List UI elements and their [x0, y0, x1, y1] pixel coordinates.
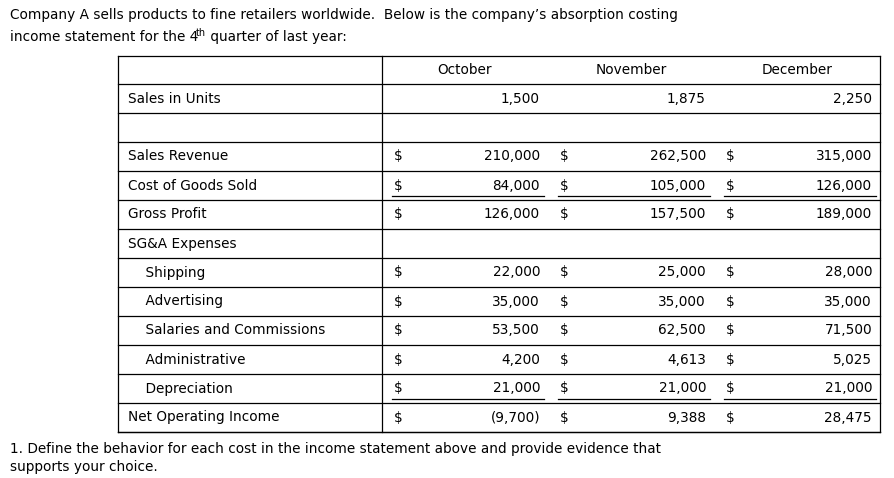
Text: $: $: [394, 411, 402, 424]
Text: 126,000: 126,000: [816, 178, 872, 193]
Text: $: $: [394, 324, 402, 337]
Text: $: $: [394, 178, 402, 193]
Text: $: $: [394, 381, 402, 395]
Text: 21,000: 21,000: [659, 381, 706, 395]
Text: 189,000: 189,000: [815, 207, 872, 221]
Text: 53,500: 53,500: [493, 324, 540, 337]
Text: Cost of Goods Sold: Cost of Goods Sold: [128, 178, 257, 193]
Text: 84,000: 84,000: [493, 178, 540, 193]
Text: income statement for the 4: income statement for the 4: [10, 30, 198, 44]
Text: $: $: [726, 178, 735, 193]
Text: October: October: [438, 63, 493, 77]
Text: 35,000: 35,000: [658, 294, 706, 308]
Text: $: $: [560, 411, 569, 424]
Text: $: $: [560, 294, 569, 308]
Text: $: $: [726, 265, 735, 280]
Text: $: $: [560, 381, 569, 395]
Text: $: $: [394, 150, 402, 163]
Text: $: $: [560, 207, 569, 221]
Text: 157,500: 157,500: [650, 207, 706, 221]
Text: 28,475: 28,475: [824, 411, 872, 424]
Text: $: $: [726, 381, 735, 395]
Text: 210,000: 210,000: [484, 150, 540, 163]
Text: 1. Define the behavior for each cost in the income statement above and provide e: 1. Define the behavior for each cost in …: [10, 442, 661, 456]
Text: 35,000: 35,000: [493, 294, 540, 308]
Text: 1,500: 1,500: [501, 91, 540, 106]
Text: (9,700): (9,700): [491, 411, 540, 424]
Text: 2,250: 2,250: [833, 91, 872, 106]
Text: $: $: [560, 352, 569, 367]
Text: $: $: [726, 411, 735, 424]
Text: 62,500: 62,500: [658, 324, 706, 337]
Text: $: $: [726, 324, 735, 337]
Text: 22,000: 22,000: [493, 265, 540, 280]
Text: 5,025: 5,025: [833, 352, 872, 367]
Text: Sales Revenue: Sales Revenue: [128, 150, 228, 163]
Text: 21,000: 21,000: [493, 381, 540, 395]
Text: December: December: [762, 63, 832, 77]
Text: $: $: [726, 207, 735, 221]
Text: $: $: [394, 265, 402, 280]
Text: 4,613: 4,613: [667, 352, 706, 367]
Text: Salaries and Commissions: Salaries and Commissions: [128, 324, 325, 337]
Text: 9,388: 9,388: [667, 411, 706, 424]
Text: $: $: [560, 265, 569, 280]
Text: 1,875: 1,875: [667, 91, 706, 106]
Text: 105,000: 105,000: [650, 178, 706, 193]
Text: 21,000: 21,000: [824, 381, 872, 395]
Text: Administrative: Administrative: [128, 352, 246, 367]
Text: $: $: [394, 294, 402, 308]
Text: $: $: [394, 352, 402, 367]
Text: $: $: [560, 150, 569, 163]
Text: th: th: [196, 28, 207, 38]
Text: $: $: [726, 150, 735, 163]
Text: Gross Profit: Gross Profit: [128, 207, 207, 221]
Text: 25,000: 25,000: [658, 265, 706, 280]
Text: 71,500: 71,500: [824, 324, 872, 337]
Text: $: $: [560, 324, 569, 337]
Text: Depreciation: Depreciation: [128, 381, 232, 395]
Text: Sales in Units: Sales in Units: [128, 91, 221, 106]
Text: $: $: [394, 207, 402, 221]
Text: Net Operating Income: Net Operating Income: [128, 411, 280, 424]
Text: 4,200: 4,200: [502, 352, 540, 367]
Text: $: $: [726, 352, 735, 367]
Text: 35,000: 35,000: [824, 294, 872, 308]
Text: $: $: [726, 294, 735, 308]
Text: SG&A Expenses: SG&A Expenses: [128, 237, 237, 250]
Text: Shipping: Shipping: [128, 265, 206, 280]
Text: quarter of last year:: quarter of last year:: [206, 30, 347, 44]
Text: 262,500: 262,500: [650, 150, 706, 163]
Text: 126,000: 126,000: [484, 207, 540, 221]
Text: supports your choice.: supports your choice.: [10, 460, 157, 474]
Text: November: November: [595, 63, 667, 77]
Text: Company A sells products to fine retailers worldwide.  Below is the company’s ab: Company A sells products to fine retaile…: [10, 8, 678, 22]
Text: 28,000: 28,000: [824, 265, 872, 280]
Text: $: $: [560, 178, 569, 193]
Text: 315,000: 315,000: [815, 150, 872, 163]
Text: Advertising: Advertising: [128, 294, 223, 308]
